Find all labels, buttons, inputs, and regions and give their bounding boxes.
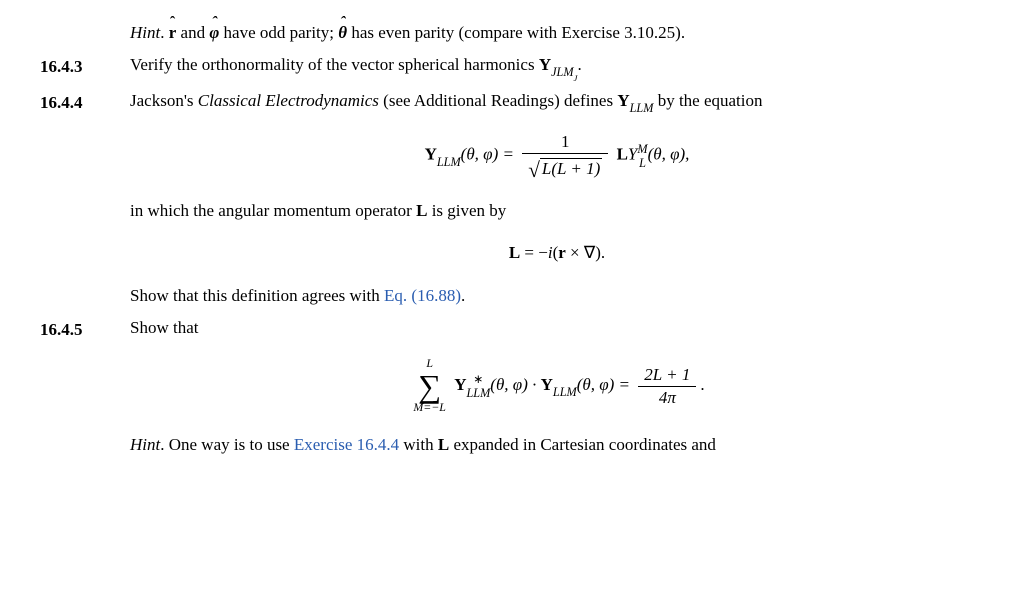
hint-top-text: Hint. r and φ have odd parity; θ has eve… — [130, 20, 984, 46]
eq3-Y1: Y — [454, 375, 466, 394]
eq1-frac-den: √L(L + 1) — [522, 154, 608, 181]
problem-number: 16.4.5 — [40, 315, 130, 343]
eq3-frac-den: 4π — [638, 387, 696, 408]
eq2: L = −i(r × ∇). — [130, 240, 984, 266]
p1644-mid-text: in which the angular momentum operator L… — [130, 198, 984, 224]
eq2-f: × ∇). — [566, 243, 605, 262]
eq1-sub: LLM — [437, 155, 461, 169]
problem-number: 16.4.4 — [40, 88, 130, 116]
p1644-mid-row: in which the angular momentum operator L… — [40, 198, 984, 224]
eq3-frac-num: 2L + 1 — [638, 364, 696, 386]
eq1-frac-den-inner: L(L + 1) — [540, 158, 602, 178]
problem-1644-row: 16.4.4 Jackson's Classical Electrodynami… — [40, 88, 984, 116]
eq1-rhs-sup: M — [637, 144, 647, 155]
eq3-args1: (θ, φ) · — [490, 375, 540, 394]
p1644-b: Classical Electrodynamics — [198, 91, 379, 110]
eq3-Y1-sub: LLM — [466, 388, 490, 399]
hint-body: . r and φ have odd parity; θ has even pa… — [160, 23, 685, 42]
eq-ref-link[interactable]: Eq. (16.88) — [384, 286, 461, 305]
p1644-end-text: Show that this definition agrees with Eq… — [130, 283, 984, 309]
eq3-row: L ∑ M=−L Y∗LLM(θ, φ) · YLLM(θ, φ) = 2L +… — [40, 348, 984, 426]
eq1-frac-num: 1 — [522, 131, 608, 153]
sum-op: L ∑ M=−L — [413, 358, 446, 414]
eq2-e: r — [558, 243, 566, 262]
p1643-sym: Y — [539, 55, 551, 74]
eq3: L ∑ M=−L Y∗LLM(θ, φ) · YLLM(θ, φ) = 2L +… — [130, 358, 984, 414]
eq3-Y2: Y — [541, 375, 553, 394]
p1643-text: Verify the orthonormality of the vector … — [130, 55, 539, 74]
eq1: YLLM(θ, φ) = 1√L(L + 1) LYML(θ, φ), — [130, 131, 984, 180]
hint-bottom-text: Hint. One way is to use Exercise 16.4.4 … — [130, 432, 984, 458]
p1643-sub-sub: J — [574, 73, 578, 83]
p1644-end-a: Show that this definition agrees with — [130, 286, 384, 305]
hint-bottom-row: Hint. One way is to use Exercise 16.4.4 … — [40, 432, 984, 458]
problem-1645-row: 16.4.5 Show that — [40, 315, 984, 343]
problem-1644-text: Jackson's Classical Electrodynamics (see… — [130, 88, 984, 116]
eq3-args2: (θ, φ) = — [577, 375, 635, 394]
eq2-b: = − — [520, 243, 548, 262]
eq1-rhs-Y: Y — [628, 145, 637, 164]
p1644-d: by the equation — [653, 91, 762, 110]
eq1-rhs-L: L — [617, 145, 628, 164]
sum-bot: M=−L — [413, 402, 446, 414]
p1644-end-row: Show that this definition agrees with Eq… — [40, 283, 984, 309]
p1644-end-b: . — [461, 286, 465, 305]
hint-end-b: . One way is to use — [160, 435, 294, 454]
hint-end-e: expanded in Cartesian coordinates and — [449, 435, 716, 454]
p1644-sub: LLM — [630, 101, 654, 115]
p1643-end: . — [577, 55, 581, 74]
eq1-Y: Y — [425, 145, 437, 164]
hint-end-c: with — [399, 435, 438, 454]
problem-number: 16.4.3 — [40, 52, 130, 80]
p1644-mid-b: L — [416, 201, 427, 220]
problem-1643-row: 16.4.3 Verify the orthonormality of the … — [40, 52, 984, 82]
p1644-a: Jackson's — [130, 91, 198, 110]
problem-1645-text: Show that — [130, 315, 984, 341]
hint-end-d: L — [438, 435, 449, 454]
p1644-c: (see Additional Readings) defines — [379, 91, 617, 110]
hint-label: Hint — [130, 23, 160, 42]
hint-label-bottom: Hint — [130, 435, 160, 454]
p1644-sym: Y — [617, 91, 629, 110]
exercise-ref-link[interactable]: Exercise 16.4.4 — [294, 435, 399, 454]
eq1-row: YLLM(θ, φ) = 1√L(L + 1) LYML(θ, φ), — [40, 121, 984, 192]
eq1-frac: 1√L(L + 1) — [522, 131, 608, 180]
p1644-mid-c: is given by — [427, 201, 506, 220]
problem-1643-text: Verify the orthonormality of the vector … — [130, 52, 984, 82]
p1643-sub: JLMJ — [551, 65, 577, 79]
p1643-sub-main: JLM — [551, 65, 573, 79]
eq3-end: . — [700, 375, 704, 394]
eq1-rhs-args: (θ, φ), — [648, 145, 690, 164]
eq1-args: (θ, φ) = — [461, 145, 519, 164]
sum-sym: ∑ — [413, 370, 446, 402]
eq3-frac: 2L + 14π — [638, 364, 696, 408]
p1644-mid-a: in which the angular momentum operator — [130, 201, 416, 220]
eq3-Y1-scripts: ∗ LLM — [466, 375, 490, 397]
eq3-Y1-sup: ∗ — [466, 374, 490, 385]
eq1-rhs-scripts: ML — [637, 145, 647, 167]
eq3-Y2-sub: LLM — [553, 385, 577, 399]
eq2-a: L — [509, 243, 520, 262]
hint-top-row: Hint. r and φ have odd parity; θ has eve… — [40, 20, 984, 46]
eq2-row: L = −i(r × ∇). — [40, 230, 984, 278]
eq1-rhs-sub: L — [637, 158, 647, 169]
